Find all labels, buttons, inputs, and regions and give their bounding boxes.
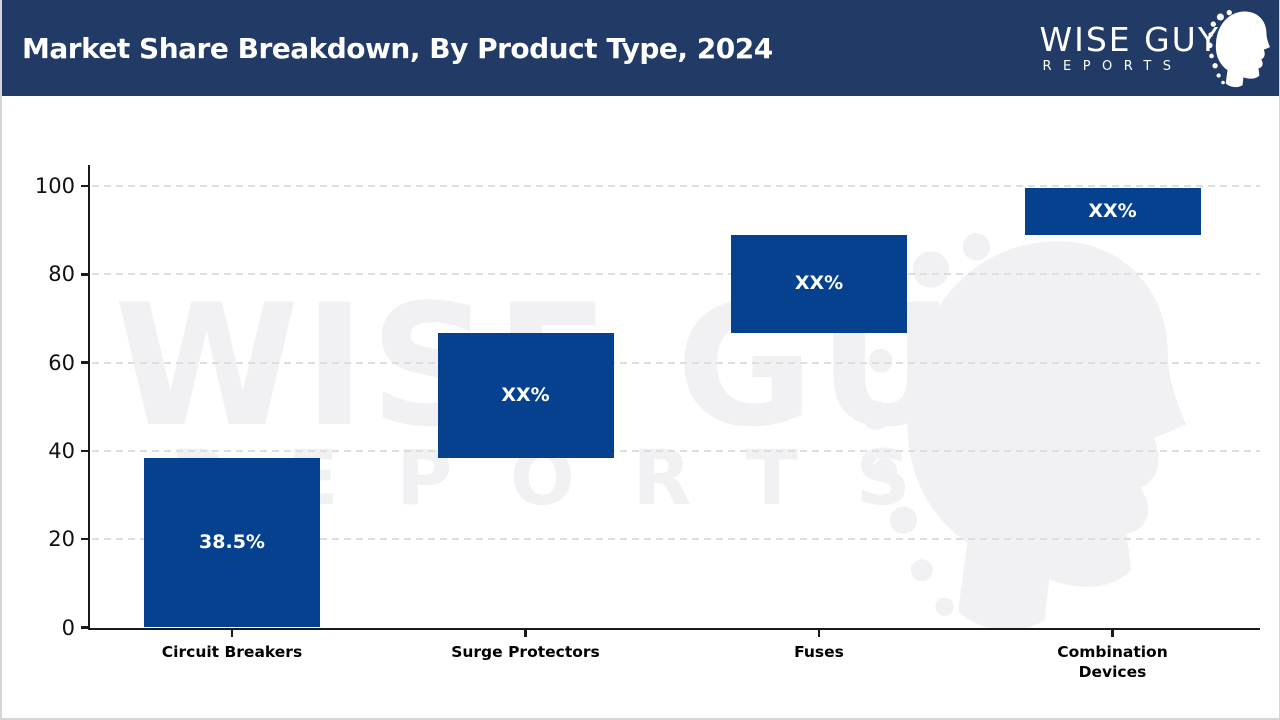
chart-plot-area: WISE GUY REPORTS 0 20 40 60 80 100 38.5% Circui… [2,96,1279,718]
y-tick-20 [81,537,90,541]
y-tick-label-60: 60 [48,350,75,375]
y-axis-line [87,165,90,630]
y-gridline-60 [92,361,1260,364]
bar-0 [144,457,320,628]
logo-wordmark: WISE GUY [1039,19,1220,59]
y-tick-label-0: 0 [61,615,75,640]
y-tick-100 [81,184,90,188]
y-tick-label-100: 100 [34,174,75,198]
y-gridline-80 [92,273,1260,276]
x-axis-line [87,627,1260,630]
y-gridline-20 [92,538,1260,541]
x-category-label-1: Surge Protectors [451,642,600,661]
page-title: Market Share Breakdown, By Product Type,… [22,31,773,65]
x-category-label-2: Fuses [794,642,844,661]
bar-2 [731,234,907,334]
x-tick-1 [524,630,527,637]
y-tick-40 [81,449,90,453]
y-tick-80 [81,273,90,276]
x-category-label-3: Combination Devices [1057,642,1168,682]
y-gridline-40 [92,449,1260,452]
y-tick-label-80: 80 [48,262,75,287]
logo-text: WISE GUY REPORTS [1039,19,1220,75]
y-tick-60 [81,361,90,364]
bar-value-label-2: XX% [794,272,844,295]
bar-value-label-3: XX% [1088,199,1137,222]
bar-value-label-0: 38.5% [199,531,265,553]
bar-1 [437,333,614,458]
x-tick-2 [817,630,821,637]
logo-head-icon [1208,9,1270,88]
header-bar: Market Share Breakdown, By Product Type,… [2,0,1279,96]
y-tick-label-40: 40 [48,438,75,463]
bar-3 [1024,188,1201,235]
wise-guy-reports-logo: WISE GUY REPORTS [1039,8,1279,88]
x-tick-0 [230,630,234,637]
logo-subtitle: REPORTS [1042,59,1183,75]
x-tick-3 [1111,630,1114,637]
y-tick-0 [81,626,90,629]
bar-value-label-1: XX% [501,383,550,406]
y-gridline-100 [92,185,1260,187]
x-category-label-0: Circuit Breakers [161,642,303,661]
y-tick-label-20: 20 [48,527,75,552]
